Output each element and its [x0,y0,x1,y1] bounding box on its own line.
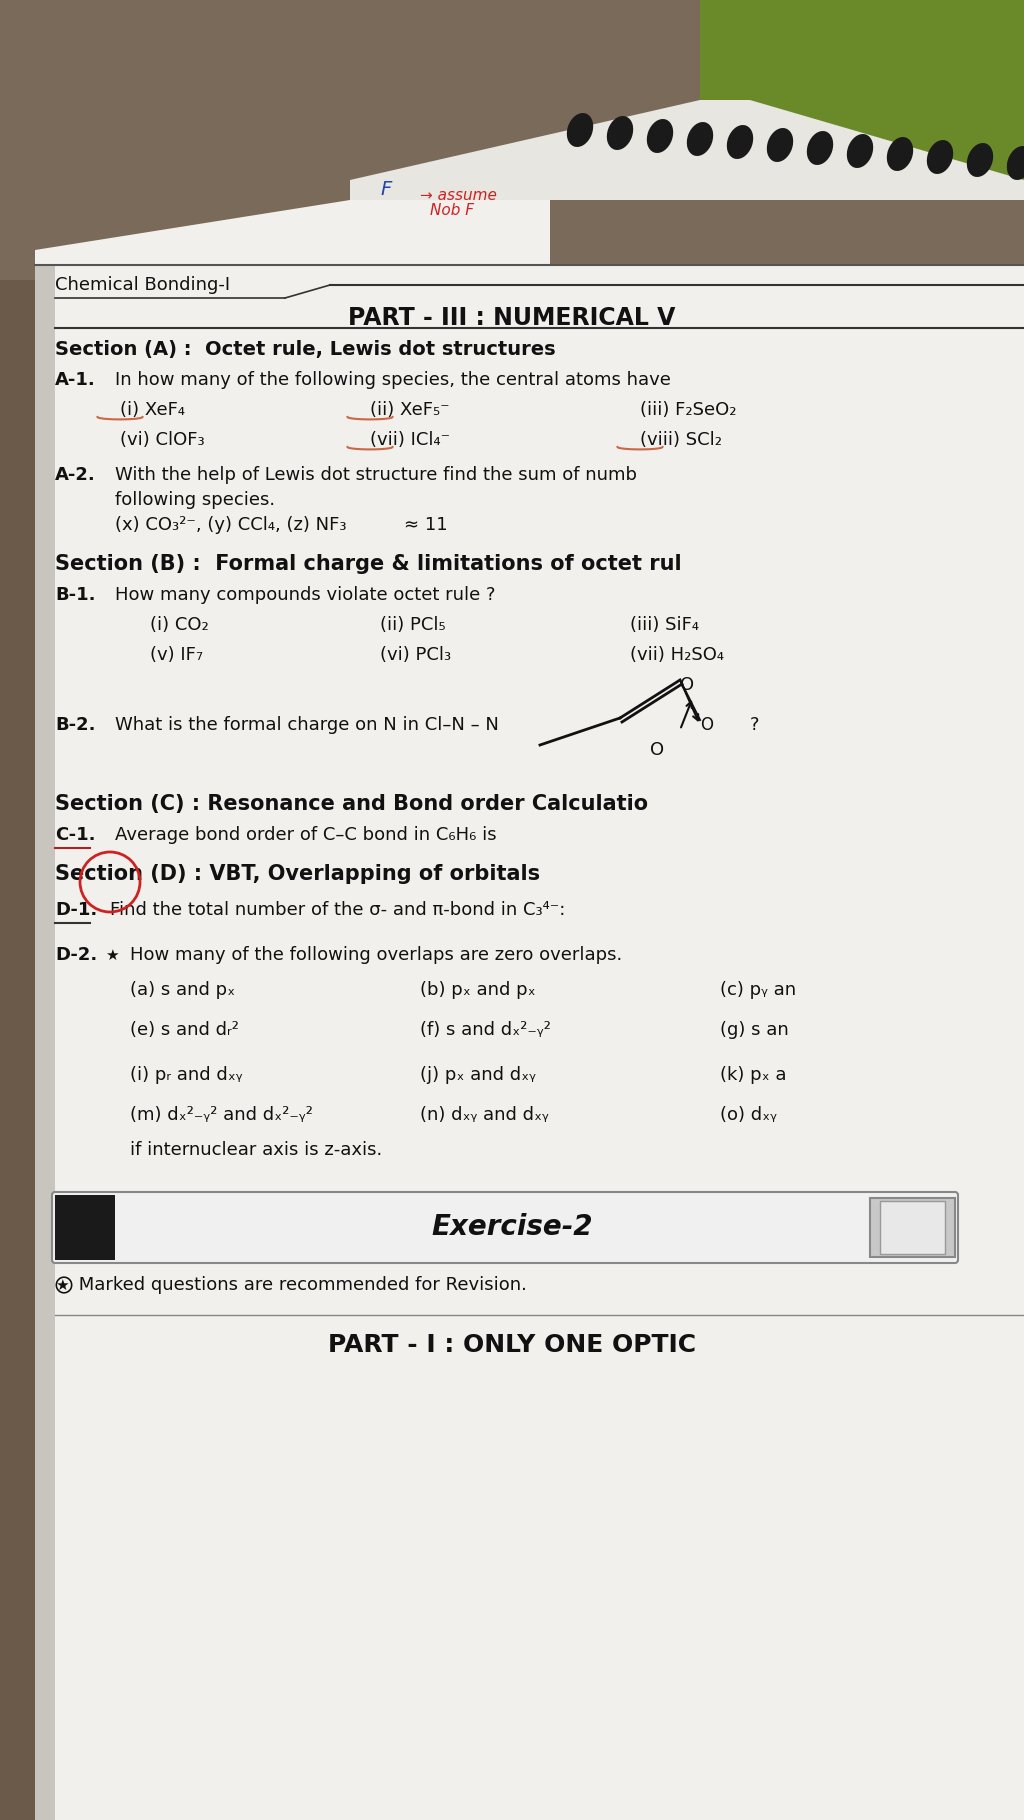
Text: How many of the following overlaps are zero overlaps.: How many of the following overlaps are z… [130,946,623,965]
Polygon shape [35,200,550,266]
Polygon shape [0,0,1024,280]
Text: D-2.: D-2. [55,946,97,965]
Polygon shape [35,266,55,1820]
Text: (ii) XeF₅⁻: (ii) XeF₅⁻ [370,400,450,419]
Text: if internuclear axis is z-axis.: if internuclear axis is z-axis. [130,1141,382,1159]
Text: (iii) SiF₄: (iii) SiF₄ [630,615,699,633]
Ellipse shape [927,140,953,175]
Text: ?: ? [750,715,760,733]
Text: B-1.: B-1. [55,586,95,604]
Text: C-1.: C-1. [55,826,95,844]
Text: Nob F: Nob F [430,204,474,218]
Text: (g) s an: (g) s an [720,1021,788,1039]
Text: Section (C) : Resonance and Bond order Calculatio: Section (C) : Resonance and Bond order C… [55,794,648,814]
Ellipse shape [687,122,713,157]
Ellipse shape [727,126,754,158]
Bar [880,1201,945,1254]
Ellipse shape [567,113,593,147]
Text: (b) pₓ and pₓ: (b) pₓ and pₓ [420,981,536,999]
Text: What is the formal charge on N in Cl–N – N: What is the formal charge on N in Cl–N –… [115,715,499,733]
Text: D-1.: D-1. [55,901,97,919]
Text: A-1.: A-1. [55,371,96,389]
Ellipse shape [967,144,993,177]
Text: Section (A) :  Octet rule, Lewis dot structures: Section (A) : Octet rule, Lewis dot stru… [55,340,556,359]
Text: Find the total number of the σ- and π-bond in C₃⁴⁻:: Find the total number of the σ- and π-bo… [110,901,565,919]
Text: Exercise-2: Exercise-2 [431,1212,593,1241]
FancyBboxPatch shape [52,1192,958,1263]
Text: (vi) PCl₃: (vi) PCl₃ [380,646,452,664]
Text: In how many of the following species, the central atoms have: In how many of the following species, th… [115,371,671,389]
Text: (i) pᵣ and dₓᵧ: (i) pᵣ and dₓᵧ [130,1067,243,1085]
Polygon shape [35,266,1024,1820]
Text: O: O [650,741,665,759]
Text: → assume: → assume [420,187,497,204]
Text: (a) s and pₓ: (a) s and pₓ [130,981,236,999]
Text: ⨀ Marked questions are recommended for Revision.: ⨀ Marked questions are recommended for R… [55,1276,527,1294]
Text: ★: ★ [105,948,119,963]
Text: Section (B) :  Formal charge & limitations of octet rul: Section (B) : Formal charge & limitation… [55,553,682,573]
Ellipse shape [807,131,834,166]
Text: ★: ★ [55,1278,69,1292]
Text: Chemical Bonding-I: Chemical Bonding-I [55,277,230,295]
Bar [55,1196,115,1259]
Text: PART - III : NUMERICAL V: PART - III : NUMERICAL V [348,306,676,329]
Text: How many compounds violate octet rule ?: How many compounds violate octet rule ? [115,586,496,604]
Text: PART - I : ONLY ONE OPTIC: PART - I : ONLY ONE OPTIC [328,1332,696,1358]
Text: (k) pₓ a: (k) pₓ a [720,1067,786,1085]
Ellipse shape [847,135,873,167]
Text: (m) dₓ²₋ᵧ² and dₓ²₋ᵧ²: (m) dₓ²₋ᵧ² and dₓ²₋ᵧ² [130,1107,313,1125]
Text: (vii) H₂SO₄: (vii) H₂SO₄ [630,646,724,664]
Text: (f) s and dₓ²₋ᵧ²: (f) s and dₓ²₋ᵧ² [420,1021,551,1039]
Ellipse shape [1007,146,1024,180]
Ellipse shape [647,118,673,153]
Text: (iii) F₂SeO₂: (iii) F₂SeO₂ [640,400,736,419]
Text: (j) pₓ and dₓᵧ: (j) pₓ and dₓᵧ [420,1067,536,1085]
Text: A-2.: A-2. [55,466,96,484]
Text: With the help of Lewis dot structure find the sum of numb: With the help of Lewis dot structure fin… [115,466,637,484]
Text: Average bond order of C–C bond in C₆H₆ is: Average bond order of C–C bond in C₆H₆ i… [115,826,497,844]
Text: (vi) ClOF₃: (vi) ClOF₃ [120,431,205,450]
Text: Section (D) : VBT, Overlapping of orbitals: Section (D) : VBT, Overlapping of orbita… [55,864,540,885]
Text: (ii) PCl₅: (ii) PCl₅ [380,615,445,633]
Text: B-2.: B-2. [55,715,95,733]
Polygon shape [350,100,1024,200]
Text: following species.: following species. [115,491,275,510]
Text: (viii) SCl₂: (viii) SCl₂ [640,431,722,450]
Ellipse shape [887,136,913,171]
Text: (e) s and dᵣ²: (e) s and dᵣ² [130,1021,239,1039]
Text: (c) pᵧ an: (c) pᵧ an [720,981,796,999]
Ellipse shape [607,116,633,149]
Text: O: O [700,715,713,733]
Text: (x) CO₃²⁻, (y) CCl₄, (z) NF₃          ≈ 11: (x) CO₃²⁻, (y) CCl₄, (z) NF₃ ≈ 11 [115,517,447,533]
Text: (i) CO₂: (i) CO₂ [150,615,209,633]
Text: (i) XeF₄: (i) XeF₄ [120,400,185,419]
Text: (v) IF₇: (v) IF₇ [150,646,203,664]
Polygon shape [700,0,1024,180]
Text: O: O [680,675,694,693]
Text: (n) dₓᵧ and dₓᵧ: (n) dₓᵧ and dₓᵧ [420,1107,549,1125]
Text: (o) dₓᵧ: (o) dₓᵧ [720,1107,777,1125]
Text: (vii) ICl₄⁻: (vii) ICl₄⁻ [370,431,451,450]
Text: F: F [380,180,391,198]
Ellipse shape [767,127,794,162]
Bar [870,1198,955,1258]
